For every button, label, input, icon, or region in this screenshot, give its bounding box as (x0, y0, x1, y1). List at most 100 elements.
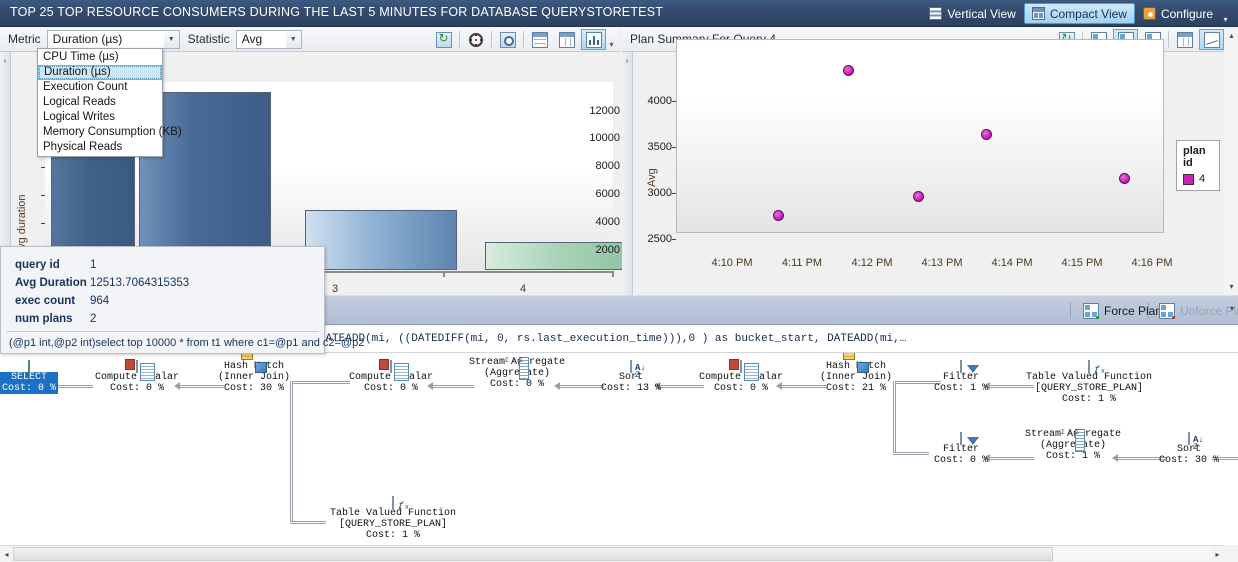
plan-node-compute-scalar-2[interactable]: Compute Scalar Cost: 0 % (338, 360, 444, 394)
metric-option-memory-consumption[interactable]: Memory Consumption (KB) (43, 126, 182, 138)
scatter-point[interactable] (913, 191, 924, 202)
plan-bar-overflow-button[interactable]: ▾ (1229, 304, 1234, 313)
sort-icon (630, 360, 632, 373)
scatter-ytick-3000: 3000 (647, 187, 672, 199)
scroll-down-arrow[interactable]: ▾ (1225, 278, 1238, 295)
scroll-left-arrow[interactable]: ◂ (0, 546, 13, 562)
scatter-ytick-4000: 4000 (647, 95, 672, 107)
metric-select[interactable]: Duration (µs) ▼ (46, 29, 180, 49)
bar-chart-view-icon (585, 31, 602, 48)
plan-arrowhead (554, 382, 560, 390)
left-toolbar-overflow[interactable]: ▾ (609, 40, 614, 49)
configure-label: Configure (1160, 6, 1213, 21)
plan-chart-view-button[interactable] (1199, 29, 1224, 50)
vertical-view-button[interactable]: Vertical View (921, 3, 1023, 24)
tooltip-value: 964 (90, 295, 110, 307)
execution-plan-canvas[interactable]: SELECT Cost: 0 % Compute Scalar Cost: 0 … (0, 353, 1238, 545)
filter-icon (960, 360, 962, 373)
toolbar-overflow-button[interactable]: ▾ (1223, 15, 1228, 24)
compact-view-button[interactable]: Compact View (1023, 3, 1135, 24)
chevron-down-icon[interactable]: ▼ (285, 30, 301, 48)
legend-entry[interactable]: 4 (1183, 173, 1213, 185)
compact-view-icon (1031, 7, 1045, 20)
scatter-ytick-2500: 2500 (647, 233, 672, 245)
plan-node-table-valued-function-1[interactable]: Table Valued Function [QUERY_STORE_PLAN]… (1018, 360, 1160, 405)
scatter-ytick-mark (672, 239, 676, 240)
metric-option-logical-reads[interactable]: Logical Reads (43, 96, 116, 108)
plan-node-select[interactable]: SELECT Cost: 0 % (0, 360, 59, 394)
scatter-point[interactable] (773, 210, 784, 221)
plan-edge (893, 381, 941, 384)
scroll-right-arrow[interactable]: ▸ (1211, 546, 1224, 562)
plan-summary-scatter-plot[interactable] (676, 39, 1164, 233)
plan-grid-view-button[interactable] (1172, 29, 1197, 50)
scroll-up-arrow[interactable]: ▴ (1225, 27, 1238, 44)
tooltip-row-exec-count: exec count 964 (15, 295, 109, 307)
table-valued-function-icon (392, 496, 394, 509)
chevron-down-icon[interactable]: ▼ (163, 30, 179, 48)
upper-vertical-scrollbar[interactable]: ▴ ▾ (1224, 27, 1238, 295)
refresh-button[interactable] (431, 29, 456, 50)
plan-node-hash-match-1[interactable]: Hash Match (Inner Join) Cost: 30 % (212, 361, 296, 394)
force-plan-label: Force Plan (1104, 303, 1163, 318)
plan-node-sort-1[interactable]: Sort Cost: 13 % (596, 360, 666, 394)
grid-view-button[interactable] (527, 29, 552, 50)
metric-dropdown-list[interactable]: CPU Time (µs) Duration (µs) Execution Co… (37, 48, 182, 157)
configure-button[interactable]: Configure (1135, 3, 1221, 24)
plan-node-label: Compute Scalar (698, 372, 783, 383)
plan-node-hash-match-2[interactable]: Hash Match (Inner Join) Cost: 21 % (814, 361, 898, 394)
plan-node-stream-aggregate-2[interactable]: Stream Aggregate (Aggregate) Cost: 1 % (1018, 429, 1128, 462)
plan-edge (180, 385, 224, 388)
plan-edge (290, 381, 293, 523)
bar-ytick-8000: 8000 (595, 160, 620, 172)
statistic-select[interactable]: Avg ▼ (235, 29, 302, 49)
plan-horizontal-scrollbar[interactable]: ◂ ▸ (0, 545, 1238, 562)
vertical-view-label: Vertical View (947, 6, 1016, 21)
scatter-xtick-2: 4:12 PM (851, 257, 893, 269)
metric-option-duration[interactable]: Duration (µs) (38, 65, 162, 80)
plan-node-sort-2[interactable]: Sort Cost: 30 % (1154, 432, 1224, 466)
plan-node-label: SELECT (0, 372, 58, 383)
scatter-ytick-mark (672, 193, 676, 194)
plan-edge (782, 385, 826, 388)
scatter-point[interactable] (1119, 173, 1130, 184)
plan-node-cost: Cost: 21 % (825, 383, 886, 394)
scatter-point[interactable] (843, 65, 854, 76)
force-plan-button[interactable]: Force Plan (1076, 300, 1169, 321)
plan-node-filter-2[interactable]: Filter Cost: 0 % (930, 432, 992, 466)
toolbar-separator (1070, 302, 1071, 319)
metric-label: Metric (8, 32, 41, 46)
view-query-text-button[interactable] (495, 29, 520, 50)
plan-node-label: Hash Match (223, 361, 284, 372)
metric-option-cpu-time[interactable]: CPU Time (µs) (43, 51, 119, 63)
plan-arrowhead (654, 382, 660, 390)
bar-query-4[interactable] (485, 242, 645, 270)
scrollbar-thumb[interactable] (13, 547, 1053, 561)
plan-node-label: Hash Match (825, 361, 886, 372)
plan-node-cost: Cost: 0 % (363, 383, 418, 394)
plan-node-cost: Cost: 13 % (600, 383, 661, 394)
scatter-xtick-1: 4:11 PM (781, 257, 823, 269)
compact-view-label: Compact View (1049, 6, 1127, 21)
plan-node-filter-1[interactable]: Filter Cost: 1 % (930, 360, 992, 394)
select-icon (28, 360, 30, 373)
scatter-ytick-3500: 3500 (647, 141, 672, 153)
grid-details-view-button[interactable] (554, 29, 579, 50)
track-query-button[interactable] (463, 29, 488, 50)
bar-query-3[interactable] (305, 210, 457, 270)
right-panel-collapse-handle[interactable]: › (622, 52, 633, 295)
metric-option-physical-reads[interactable]: Physical Reads (43, 141, 123, 153)
plan-node-compute-scalar-1[interactable]: Compute Scalar Cost: 0 % (84, 360, 190, 394)
plan-node-table-valued-function-2[interactable]: Table Valued Function [QUERY_STORE_PLAN]… (322, 496, 464, 541)
bar-chart-view-button[interactable] (581, 29, 606, 50)
metric-option-logical-writes[interactable]: Logical Writes (43, 111, 116, 123)
left-panel-collapse-handle[interactable]: › (0, 52, 11, 295)
plan-node-stream-aggregate-1[interactable]: Stream Aggregate (Aggregate) Cost: 0 % (462, 357, 572, 390)
view-query-text-icon (499, 31, 516, 48)
unforce-plan-button[interactable]: Unforce Plan (1152, 300, 1238, 321)
metric-option-execution-count[interactable]: Execution Count (43, 81, 128, 93)
scatter-point[interactable] (981, 129, 992, 140)
plan-node-compute-scalar-3[interactable]: Compute Scalar Cost: 0 % (688, 360, 794, 394)
plan-node-sublabel: (Aggregate) (1039, 440, 1106, 451)
